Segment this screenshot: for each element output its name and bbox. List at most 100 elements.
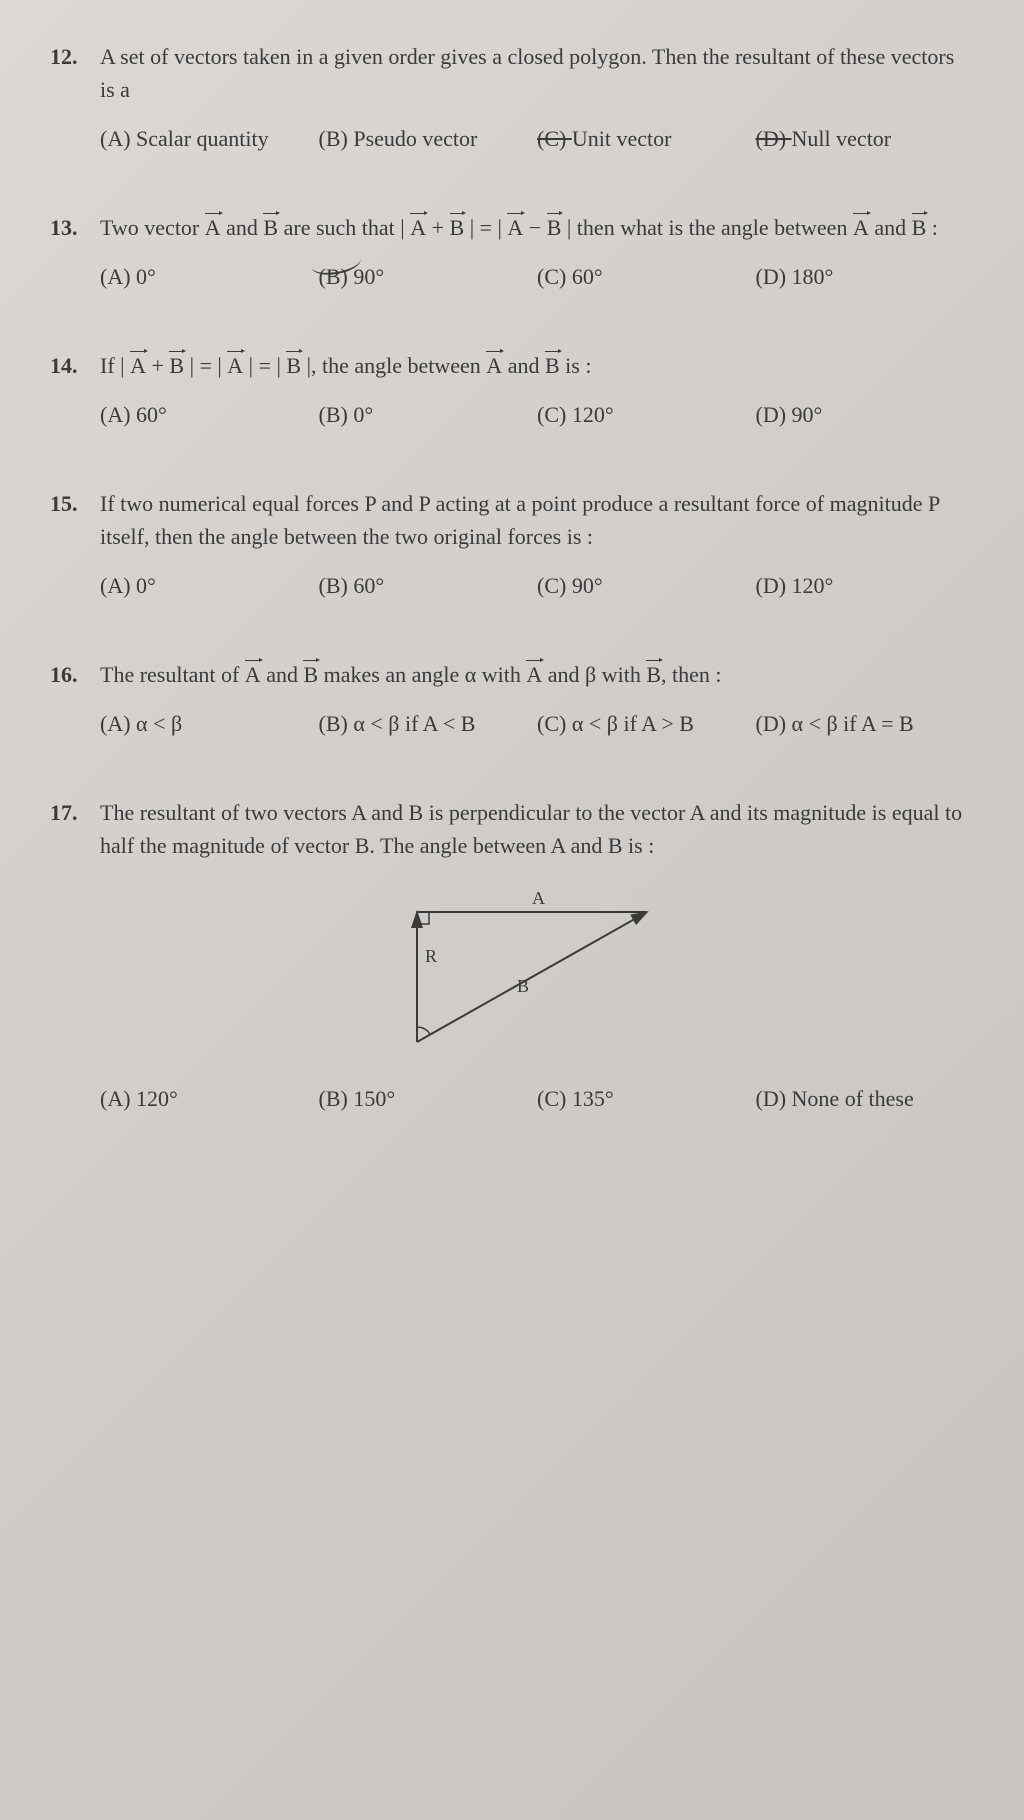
option-C: (C) 135°: [537, 1082, 756, 1115]
options-row: (A) 0°(B) 60°(C) 90°(D) 120°: [100, 569, 974, 610]
options-row: (A) Scalar quantity(B) Pseudo vector(C) …: [100, 122, 974, 163]
question-body: If two numerical equal forces P and P ac…: [100, 487, 974, 610]
question-number: 14.: [50, 349, 100, 382]
option-label: (B): [319, 573, 354, 598]
option-label: (A): [100, 402, 136, 427]
options-row: (A) 60°(B) 0°(C) 120°(D) 90°: [100, 398, 974, 439]
triangle-diagram: A R B: [100, 882, 974, 1062]
option-label: (C): [537, 711, 572, 736]
question-text: A set of vectors taken in a given order …: [100, 40, 974, 106]
option-D: (D) None of these: [756, 1082, 975, 1115]
option-label: (C): [537, 126, 572, 151]
option-label: (A): [100, 264, 136, 289]
option-D: (D) 120°: [756, 569, 975, 602]
option-B: (B) 150°: [319, 1082, 538, 1115]
option-label: (A): [100, 573, 136, 598]
diagram-label-b: B: [517, 976, 529, 996]
option-text: 60°: [136, 402, 167, 427]
option-A: (A) 0°: [100, 569, 319, 602]
option-text: Scalar quantity: [136, 126, 269, 151]
option-text: 90°: [353, 264, 384, 289]
option-B: (B) 60°: [319, 569, 538, 602]
question-number: 15.: [50, 487, 100, 520]
question-number: 13.: [50, 211, 100, 244]
option-text: 0°: [136, 264, 156, 289]
option-text: α < β if A > B: [572, 711, 694, 736]
option-A: (A) 0°: [100, 260, 319, 293]
question-text: Two vector A and B are such that | A + B…: [100, 211, 974, 244]
option-A: (A) Scalar quantity: [100, 122, 319, 155]
option-text: Unit vector: [572, 126, 672, 151]
option-text: 90°: [572, 573, 603, 598]
option-A: (A) 120°: [100, 1082, 319, 1115]
option-label: (D): [756, 573, 792, 598]
option-C: (C) 120°: [537, 398, 756, 431]
option-label: (D): [756, 126, 792, 151]
option-B: (B) Pseudo vector: [319, 122, 538, 155]
option-label: (C): [537, 402, 572, 427]
option-label: (A): [100, 711, 136, 736]
question-body: The resultant of two vectors A and B is …: [100, 796, 974, 1123]
question-13: 13.Two vector A and B are such that | A …: [50, 211, 974, 301]
option-label: (D): [756, 1086, 792, 1111]
option-B: (B) α < β if A < B: [319, 707, 538, 740]
option-text: Null vector: [792, 126, 892, 151]
option-text: 0°: [136, 573, 156, 598]
option-label: (B): [319, 126, 354, 151]
option-text: α < β: [136, 711, 182, 736]
option-label: (B): [319, 711, 354, 736]
option-label: (A): [100, 1086, 136, 1111]
option-D: (D) 90°: [756, 398, 975, 431]
option-A: (A) α < β: [100, 707, 319, 740]
option-label: (D): [756, 402, 792, 427]
option-text: None of these: [792, 1086, 914, 1111]
question-text: If | A + B | = | A | = | B |, the angle …: [100, 349, 974, 382]
question-number: 17.: [50, 796, 100, 829]
question-text: The resultant of two vectors A and B is …: [100, 796, 974, 862]
option-label: (B): [319, 1086, 354, 1111]
option-text: 60°: [572, 264, 603, 289]
option-text: α < β if A = B: [792, 711, 914, 736]
option-label: (B): [319, 264, 354, 289]
option-text: 90°: [792, 402, 823, 427]
question-14: 14.If | A + B | = | A | = | B |, the ang…: [50, 349, 974, 439]
option-text: α < β if A < B: [353, 711, 475, 736]
question-body: A set of vectors taken in a given order …: [100, 40, 974, 163]
question-number: 16.: [50, 658, 100, 691]
option-C: (C) Unit vector: [537, 122, 756, 155]
option-label: (C): [537, 1086, 572, 1111]
option-text: 150°: [353, 1086, 395, 1111]
option-C: (C) α < β if A > B: [537, 707, 756, 740]
option-text: 120°: [572, 402, 614, 427]
option-A: (A) 60°: [100, 398, 319, 431]
option-text: Pseudo vector: [353, 126, 477, 151]
options-row: (A) 0°(B) 90°(C) 60°(D) 180°: [100, 260, 974, 301]
option-label: (A): [100, 126, 136, 151]
option-label: (C): [537, 573, 572, 598]
option-D: (D) α < β if A = B: [756, 707, 975, 740]
option-B: (B) 0°: [319, 398, 538, 431]
option-D: (D) 180°: [756, 260, 975, 293]
question-12: 12.A set of vectors taken in a given ord…: [50, 40, 974, 163]
option-label: (B): [319, 402, 354, 427]
question-15: 15.If two numerical equal forces P and P…: [50, 487, 974, 610]
option-D: (D) Null vector: [756, 122, 975, 155]
question-17: 17.The resultant of two vectors A and B …: [50, 796, 974, 1123]
option-text: 120°: [136, 1086, 178, 1111]
option-text: 120°: [792, 573, 834, 598]
option-label: (C): [537, 264, 572, 289]
option-text: 0°: [353, 402, 373, 427]
option-C: (C) 60°: [537, 260, 756, 293]
option-label: (D): [756, 711, 792, 736]
options-row: (A) α < β(B) α < β if A < B(C) α < β if …: [100, 707, 974, 748]
option-C: (C) 90°: [537, 569, 756, 602]
option-text: 135°: [572, 1086, 614, 1111]
options-row: (A) 120°(B) 150°(C) 135°(D) None of thes…: [100, 1082, 974, 1123]
question-16: 16.The resultant of A and B makes an ang…: [50, 658, 974, 748]
question-body: If | A + B | = | A | = | B |, the angle …: [100, 349, 974, 439]
question-text: If two numerical equal forces P and P ac…: [100, 487, 974, 553]
question-number: 12.: [50, 40, 100, 73]
question-text: The resultant of A and B makes an angle …: [100, 658, 974, 691]
option-B: (B) 90°: [319, 260, 538, 293]
diagram-label-r: R: [425, 946, 437, 966]
